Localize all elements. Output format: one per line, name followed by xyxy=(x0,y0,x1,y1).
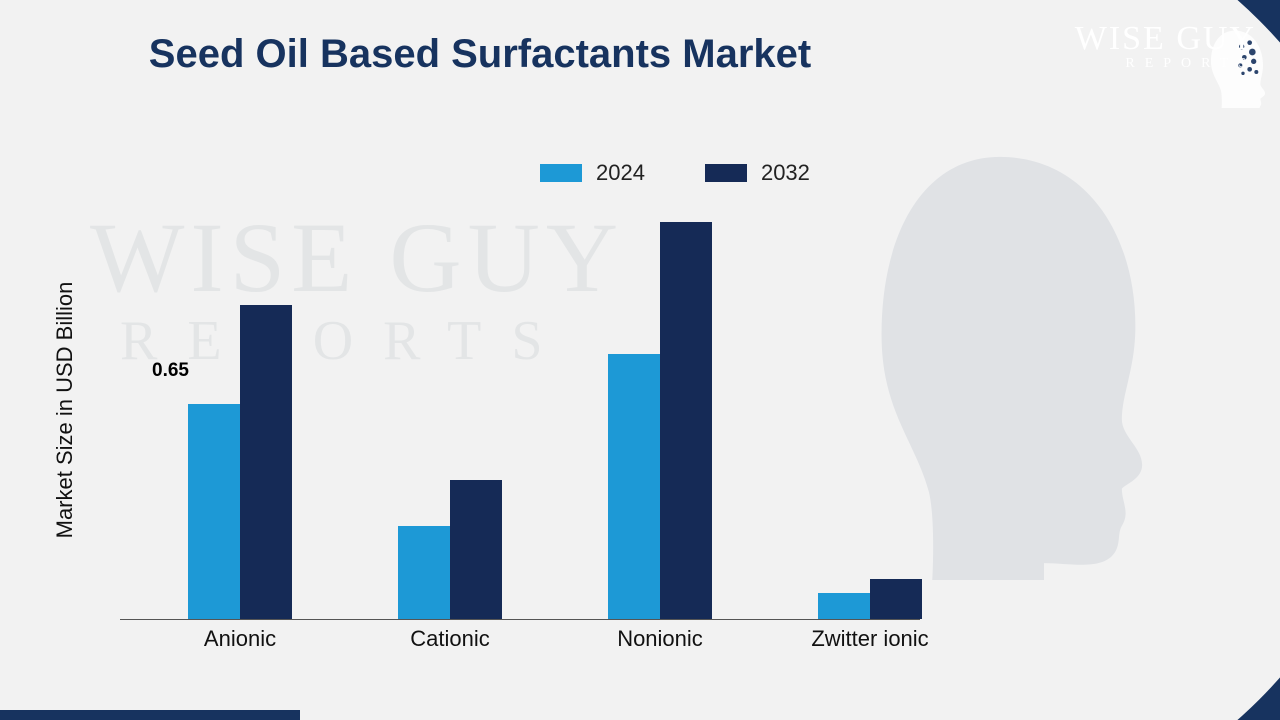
brand-logo-text: WISE GUY REPORTS xyxy=(1075,20,1256,72)
legend-swatch xyxy=(540,164,582,182)
x-axis-category-label: Zwitter ionic xyxy=(800,626,940,651)
legend-item: 2032 xyxy=(705,160,810,186)
legend-label: 2024 xyxy=(596,160,645,186)
bar xyxy=(188,404,240,619)
x-axis-category-label: Cationic xyxy=(380,626,520,651)
x-axis-line xyxy=(120,619,920,620)
content-layer: Seed Oil Based Surfactants Market 202420… xyxy=(0,0,1280,720)
x-axis-category-label: Nonionic xyxy=(590,626,730,651)
chart-area: Market Size in USD Billion AnionicCation… xyxy=(90,190,920,670)
brand-line1: WISE GUY xyxy=(1075,20,1256,58)
legend-swatch xyxy=(705,164,747,182)
bar xyxy=(450,480,502,619)
bar xyxy=(818,593,870,619)
bar xyxy=(398,526,450,619)
bar xyxy=(660,222,712,619)
bar xyxy=(240,305,292,619)
plot-area: AnionicCationicNonionicZwitter ionic0.65 xyxy=(120,190,920,620)
chart-title: Seed Oil Based Surfactants Market xyxy=(0,32,960,77)
bar xyxy=(870,579,922,619)
bar-value-label: 0.65 xyxy=(152,360,189,382)
legend-item: 2024 xyxy=(540,160,645,186)
chart-stage: WISE GUY REPORTS Seed Oil Based Surfacta… xyxy=(0,0,1280,720)
y-axis-label-wrap: Market Size in USD Billion xyxy=(50,190,80,630)
y-axis-label: Market Size in USD Billion xyxy=(52,282,78,539)
brand-line2: REPORTS xyxy=(1075,56,1256,72)
legend-label: 2032 xyxy=(761,160,810,186)
x-axis-category-label: Anionic xyxy=(170,626,310,651)
legend: 2024 2032 xyxy=(540,160,810,186)
bar xyxy=(608,354,660,619)
